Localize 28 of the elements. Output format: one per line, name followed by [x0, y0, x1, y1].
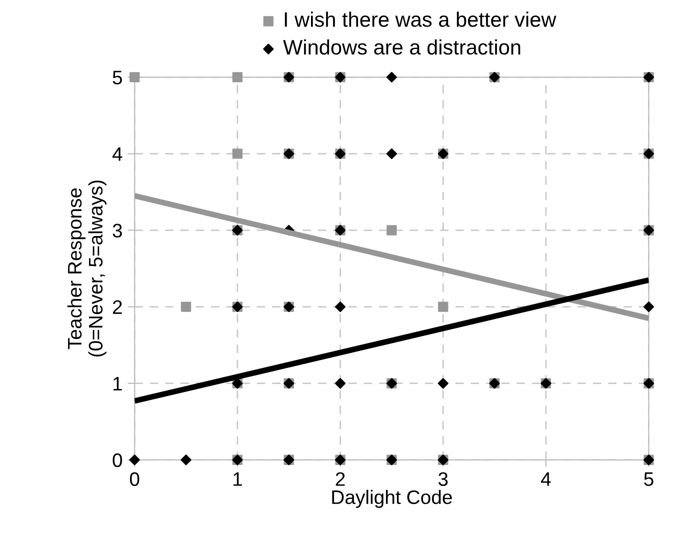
- point: [643, 302, 654, 312]
- y-tick-label: 3: [112, 224, 122, 238]
- point: [386, 72, 397, 82]
- point: [334, 302, 346, 312]
- x-tick-label: 1: [234, 472, 242, 486]
- y-tick-label: 4: [112, 147, 122, 161]
- point: [180, 454, 192, 466]
- x-tick-label: 4: [540, 472, 551, 486]
- point: [386, 225, 397, 236]
- x-tick-label: 0: [130, 472, 140, 486]
- point: [386, 148, 397, 160]
- legend-label: Windows are a distraction: [283, 39, 520, 55]
- point: [438, 302, 448, 312]
- x-tick-label: 5: [644, 472, 654, 486]
- x-tick-label: 2: [336, 472, 345, 486]
- y-axis-title: Teacher Response (0=Never, 5=always): [67, 180, 106, 356]
- point: [232, 72, 243, 82]
- y-tick-label: 2: [112, 300, 122, 314]
- y-tick-label: 5: [112, 70, 122, 84]
- y-tick-label: 1: [113, 377, 122, 390]
- point: [334, 378, 346, 389]
- point: [232, 148, 243, 159]
- point: [180, 302, 192, 312]
- point: [438, 378, 448, 389]
- legend-label: I wish there was a better view: [284, 12, 556, 27]
- x-axis-title: Daylight Code: [332, 490, 452, 508]
- x-tick-label: 3: [438, 472, 448, 486]
- y-tick-label: 0: [112, 453, 122, 468]
